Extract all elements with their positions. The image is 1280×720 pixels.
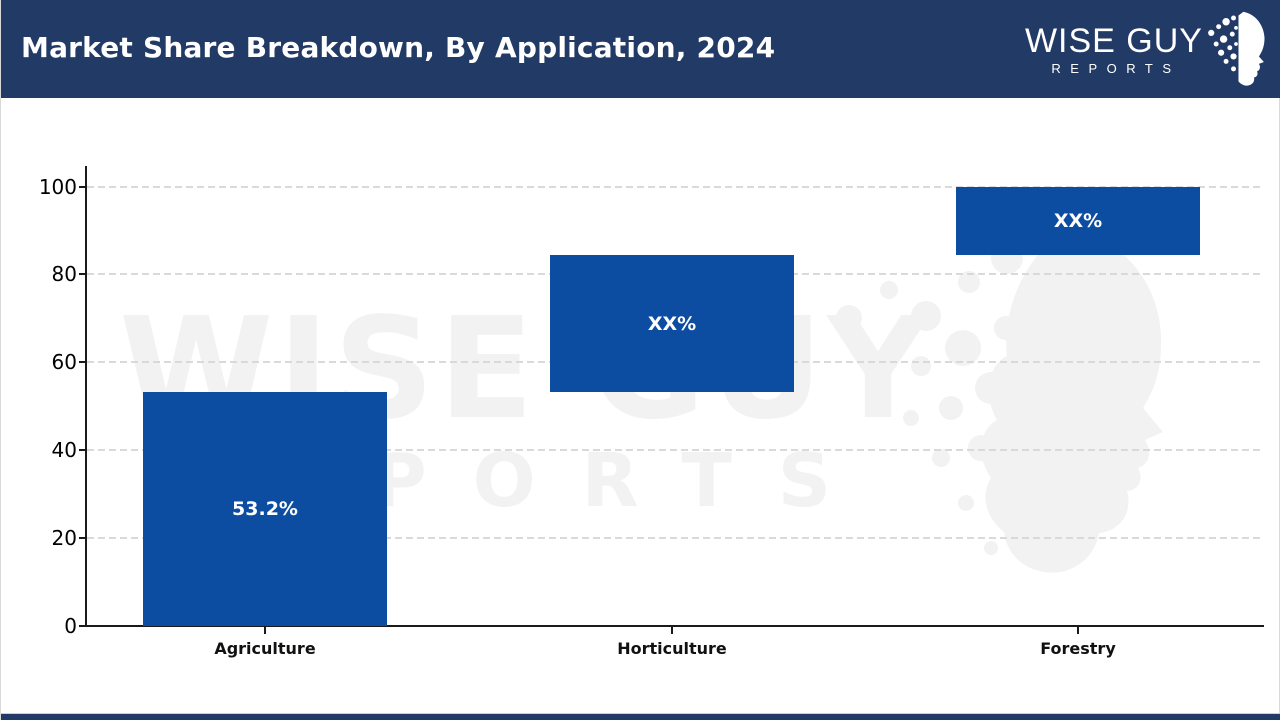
footer-bar xyxy=(1,714,1280,720)
logo-reports-text: REPORTS xyxy=(1051,60,1181,76)
bar-segment: XX% xyxy=(956,187,1200,255)
y-tick-label: 40 xyxy=(51,438,77,462)
gridline xyxy=(87,186,1263,188)
category-label: Agriculture xyxy=(214,639,316,658)
bar-segment: XX% xyxy=(550,255,794,392)
wise-guy-reports-logo: WISE GUY REPORTS xyxy=(1025,9,1267,89)
y-tick-mark xyxy=(79,449,85,451)
y-tick-label: 20 xyxy=(51,526,77,550)
gridline xyxy=(87,449,1263,451)
y-tick-label: 80 xyxy=(51,262,77,286)
y-tick-mark xyxy=(79,361,85,363)
bar-value-label: XX% xyxy=(1053,210,1103,232)
y-tick-mark xyxy=(79,537,85,539)
y-tick-mark xyxy=(79,625,85,627)
y-tick-label: 0 xyxy=(64,614,77,638)
y-tick-mark xyxy=(79,186,85,188)
x-tick-mark xyxy=(264,627,266,634)
logo-dotted-head-icon xyxy=(1208,11,1265,86)
watermark-dotted-head-icon xyxy=(836,230,1163,573)
bar-value-label: XX% xyxy=(647,312,697,335)
category-label: Forestry xyxy=(1040,639,1116,658)
chart-title: Market Share Breakdown, By Application, … xyxy=(21,30,776,64)
bar-value-label: 53.2% xyxy=(232,498,298,520)
footer-divider xyxy=(1,713,1280,714)
x-tick-mark xyxy=(1077,627,1079,634)
bar-segment: 53.2% xyxy=(143,392,387,626)
logo-wiseguy-text: WISE GUY xyxy=(1024,21,1203,60)
x-axis-line xyxy=(85,625,1264,627)
y-tick-label: 60 xyxy=(51,350,77,374)
y-tick-label: 100 xyxy=(38,175,77,199)
header-bar: Market Share Breakdown, By Application, … xyxy=(1,0,1280,98)
gridline xyxy=(87,537,1263,539)
y-tick-mark xyxy=(79,273,85,275)
category-label: Horticulture xyxy=(617,639,727,658)
x-tick-mark xyxy=(671,627,673,634)
y-axis-line xyxy=(85,166,87,627)
